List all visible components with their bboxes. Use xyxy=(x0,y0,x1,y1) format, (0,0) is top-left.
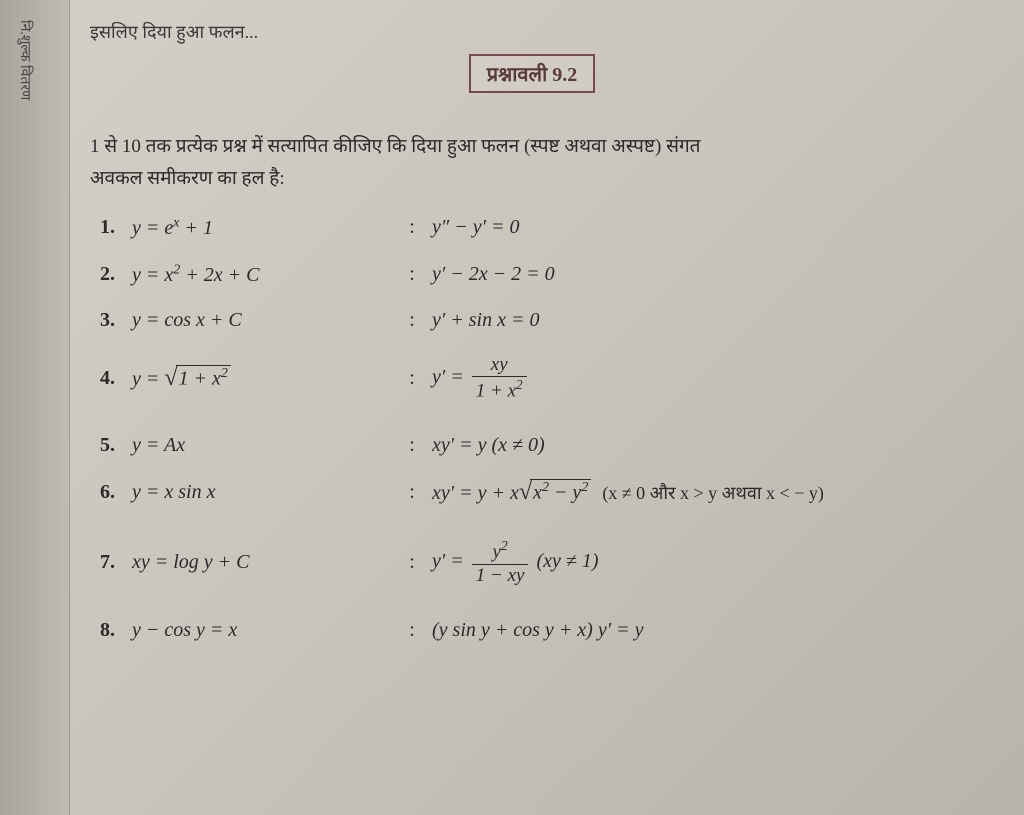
problem-rhs: y′ + sin x = 0 xyxy=(432,309,984,332)
problem-rhs: xy′ = y + x√x2 − y2 (x ≠ 0 और x > y अथवा… xyxy=(432,479,984,506)
problem-rhs: y′ = xy1 + x2 xyxy=(432,354,984,402)
colon-separator: : xyxy=(392,619,432,642)
instruction-line2: अवकल समीकरण का हल है: xyxy=(90,168,285,189)
problem-number: 5. xyxy=(100,434,132,457)
problem-rhs: (y sin y + cos y + x) y′ = y xyxy=(432,619,984,642)
problem-row: 3.y = cos x + C:y′ + sin x = 0 xyxy=(100,309,984,332)
problem-lhs: y = √1 + x2 xyxy=(132,365,392,392)
problem-row: 2.y = x2 + 2x + C:y′ − 2x − 2 = 0 xyxy=(100,262,984,287)
problem-row: 1.y = ex + 1:y″ − y′ = 0 xyxy=(100,216,984,241)
problem-lhs: y − cos y = x xyxy=(132,619,392,642)
problems-list: 1.y = ex + 1:y″ − y′ = 02.y = x2 + 2x + … xyxy=(100,216,984,642)
colon-separator: : xyxy=(392,434,432,457)
colon-separator: : xyxy=(392,367,432,390)
problem-lhs: y = ex + 1 xyxy=(132,216,392,241)
colon-separator: : xyxy=(392,263,432,286)
instruction-line1: 1 से 10 तक प्रत्येक प्रश्न में सत्यापित … xyxy=(90,136,700,157)
exercise-title-wrap: प्रश्नावली 9.2 xyxy=(80,54,984,113)
problem-number: 7. xyxy=(100,551,132,574)
problem-row: 4.y = √1 + x2:y′ = xy1 + x2 xyxy=(100,354,984,402)
problem-lhs: xy = log y + C xyxy=(132,551,392,574)
colon-separator: : xyxy=(392,481,432,504)
problem-number: 8. xyxy=(100,619,132,642)
problem-number: 3. xyxy=(100,309,132,332)
problem-number: 2. xyxy=(100,263,132,286)
problem-row: 7.xy = log y + C:y′ = y21 − xy (xy ≠ 1) xyxy=(100,538,984,586)
colon-separator: : xyxy=(392,309,432,332)
top-fragment: इसलिए दिया हुआ फलन... xyxy=(90,20,984,44)
problem-rhs: xy′ = y (x ≠ 0) xyxy=(432,434,984,457)
problem-number: 4. xyxy=(100,367,132,390)
exercise-title: प्रश्नावली 9.2 xyxy=(469,54,596,93)
problem-number: 1. xyxy=(100,216,132,239)
problem-lhs: y = x2 + 2x + C xyxy=(132,262,392,287)
side-label: नि.शुल्क वितरण xyxy=(15,20,34,100)
problem-lhs: y = Ax xyxy=(132,434,392,457)
problem-lhs: y = cos x + C xyxy=(132,309,392,332)
colon-separator: : xyxy=(392,216,432,239)
problem-lhs: y = x sin x xyxy=(132,481,392,504)
problem-rhs: y″ − y′ = 0 xyxy=(432,216,984,239)
page-curl xyxy=(0,0,70,815)
instruction-text: 1 से 10 तक प्रत्येक प्रश्न में सत्यापित … xyxy=(90,131,984,196)
problem-row: 5.y = Ax:xy′ = y (x ≠ 0) xyxy=(100,434,984,457)
problem-number: 6. xyxy=(100,481,132,504)
problem-rhs: y′ = y21 − xy (xy ≠ 1) xyxy=(432,538,984,586)
problem-row: 6.y = x sin x:xy′ = y + x√x2 − y2 (x ≠ 0… xyxy=(100,479,984,506)
problem-row: 8.y − cos y = x:(y sin y + cos y + x) y′… xyxy=(100,619,984,642)
problem-rhs: y′ − 2x − 2 = 0 xyxy=(432,263,984,286)
colon-separator: : xyxy=(392,551,432,574)
